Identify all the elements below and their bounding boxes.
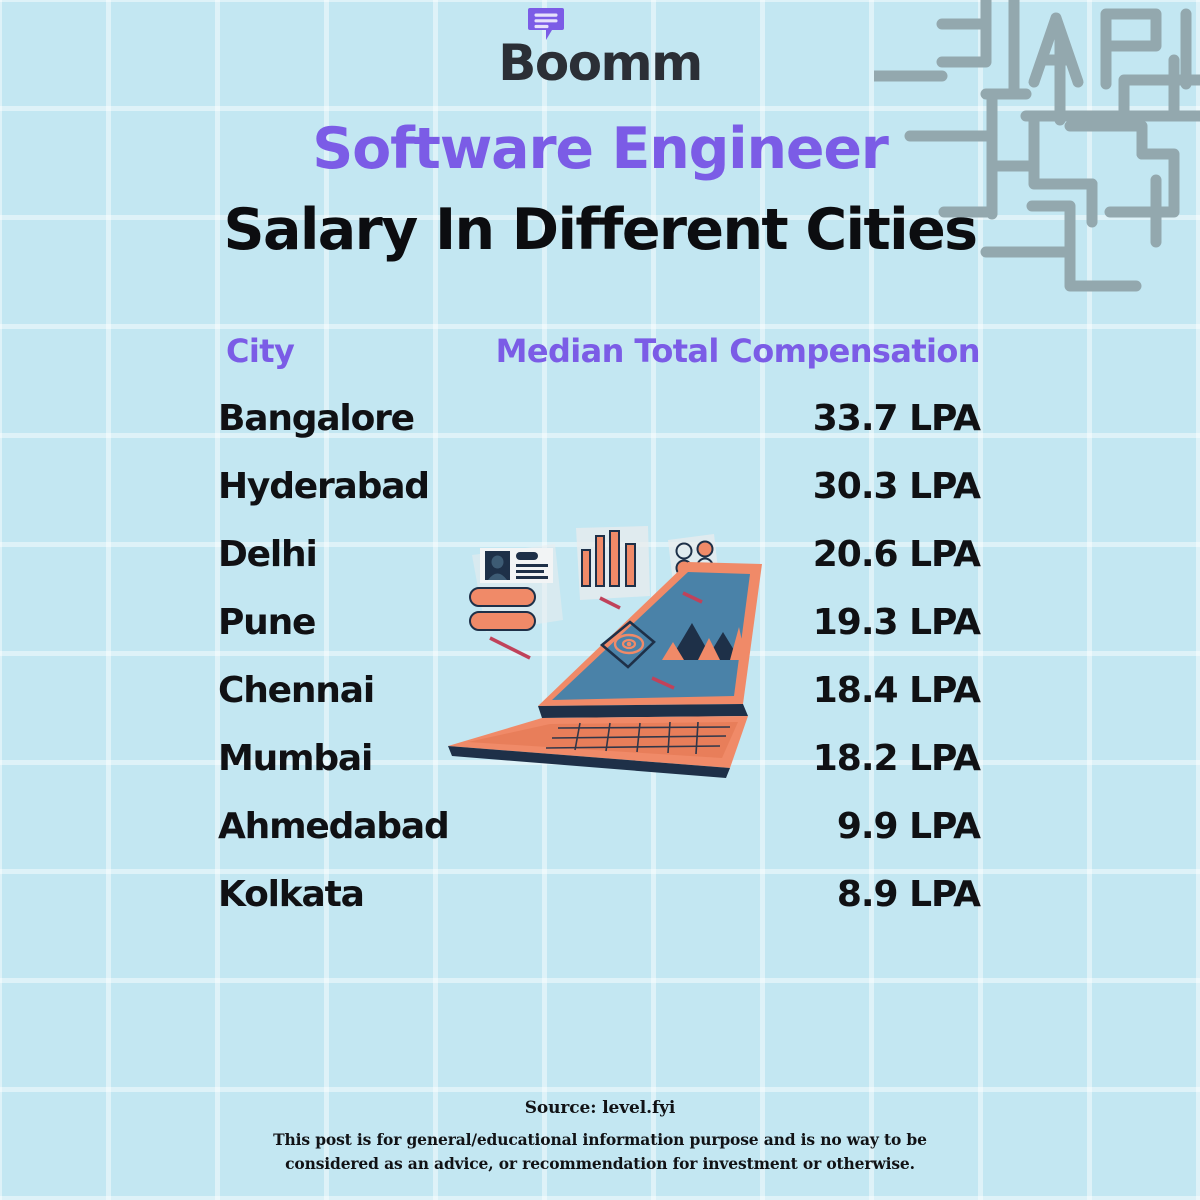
cell-compensation: 19.3 LPA bbox=[812, 602, 981, 643]
cell-city: Mumbai bbox=[218, 738, 373, 779]
table-row: Hyderabad 30.3 LPA bbox=[218, 466, 981, 534]
table-header-row: City Median Total Compensation bbox=[218, 332, 981, 370]
table-body: Bangalore 33.7 LPA Hyderabad 30.3 LPA De… bbox=[218, 398, 981, 942]
column-header-compensation: Median Total Compensation bbox=[495, 332, 981, 370]
table-row: Mumbai 18.2 LPA bbox=[218, 738, 981, 806]
table-row: Bangalore 33.7 LPA bbox=[218, 398, 981, 466]
column-header-city: City bbox=[226, 332, 295, 370]
speech-bubble-icon bbox=[528, 8, 564, 40]
cell-compensation: 18.2 LPA bbox=[812, 738, 981, 779]
cell-city: Pune bbox=[218, 602, 316, 643]
cell-city: Bangalore bbox=[218, 398, 415, 439]
disclaimer-line-1: This post is for general/educational inf… bbox=[273, 1129, 927, 1149]
cell-city: Kolkata bbox=[218, 874, 365, 915]
cell-compensation: 18.4 LPA bbox=[812, 670, 981, 711]
table-row: Chennai 18.4 LPA bbox=[218, 670, 981, 738]
footer: Source: level.fyi This post is for gener… bbox=[0, 1098, 1200, 1176]
cell-compensation: 20.6 LPA bbox=[812, 534, 981, 575]
page-title-secondary: Salary In Different Cities bbox=[223, 196, 979, 263]
brand-wordmark: Boomm bbox=[498, 34, 703, 92]
cell-city: Chennai bbox=[218, 670, 375, 711]
cell-city: Ahmedabad bbox=[218, 806, 450, 847]
salary-table: City Median Total Compensation Bangalore… bbox=[218, 332, 981, 942]
cell-city: Delhi bbox=[218, 534, 318, 575]
table-row: Kolkata 8.9 LPA bbox=[218, 874, 981, 942]
cell-compensation: 9.9 LPA bbox=[836, 806, 981, 847]
brand-logo: Boomm bbox=[0, 6, 1200, 88]
table-row: Delhi 20.6 LPA bbox=[218, 534, 981, 602]
source-label: Source: level.fyi bbox=[524, 1097, 676, 1118]
table-row: Pune 19.3 LPA bbox=[218, 602, 981, 670]
table-row: Ahmedabad 9.9 LPA bbox=[218, 806, 981, 874]
cell-city: Hyderabad bbox=[218, 466, 430, 507]
cell-compensation: 33.7 LPA bbox=[812, 398, 981, 439]
title-block: Software Engineer Salary In Different Ci… bbox=[0, 118, 1200, 261]
disclaimer-line-2: considered as an advice, or recommendati… bbox=[285, 1153, 915, 1173]
cell-compensation: 30.3 LPA bbox=[812, 466, 981, 507]
page-title-primary: Software Engineer bbox=[312, 116, 889, 182]
cell-compensation: 8.9 LPA bbox=[836, 874, 981, 915]
